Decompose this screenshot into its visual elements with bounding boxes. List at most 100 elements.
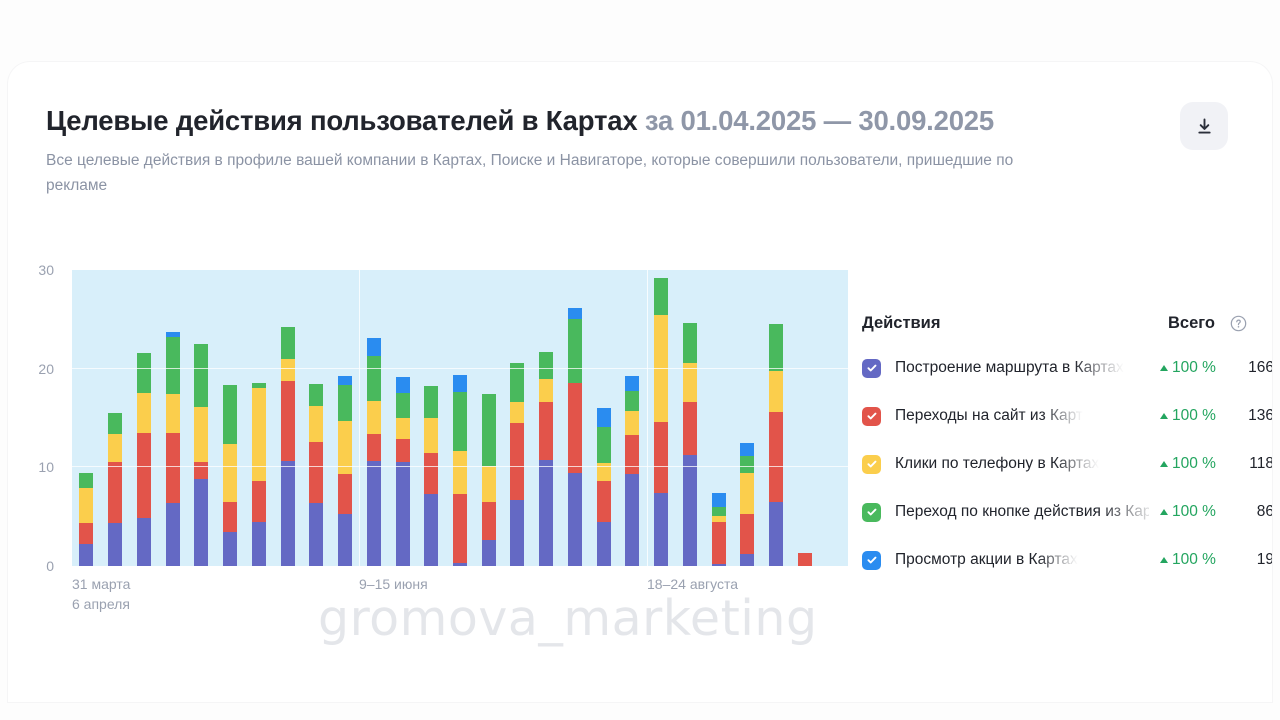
chart-bar[interactable] — [395, 376, 410, 566]
bar-segment — [223, 501, 238, 533]
legend-row[interactable]: Клики по телефону в Картах 100 % 118 — [862, 440, 1272, 488]
chart-bar[interactable] — [165, 332, 180, 566]
bar-segment — [280, 461, 295, 566]
bar-segment — [223, 443, 238, 502]
legend-delta-value: 100 % — [1172, 551, 1216, 568]
chart-bar[interactable] — [108, 413, 123, 566]
chart-bar[interactable] — [740, 442, 755, 566]
legend-label: Переходы на сайт из Карт — [895, 407, 1084, 424]
x-axis-tick-line: 31 марта — [72, 576, 131, 592]
bar-segment — [711, 515, 726, 522]
chart-bar[interactable] — [654, 277, 669, 566]
bar-segment — [309, 384, 324, 407]
chart-bar[interactable] — [338, 375, 353, 566]
legend-total-value: 86 — [1256, 503, 1272, 520]
triangle-up-icon — [1160, 365, 1168, 371]
bar-segment — [194, 479, 209, 566]
legend-label: Просмотр акции в Картах — [895, 551, 1078, 568]
chart-bar[interactable] — [309, 384, 324, 566]
triangle-up-icon — [1160, 509, 1168, 515]
legend-row[interactable]: Переход по кнопке действия из Карт 100 % 8… — [862, 488, 1272, 536]
question-circle-icon[interactable] — [1230, 315, 1247, 332]
bar-segment — [338, 375, 353, 385]
bar-segment — [366, 355, 381, 402]
chart-bar[interactable] — [223, 385, 238, 566]
bar-segment — [711, 493, 726, 507]
y-axis-tick: 10 — [38, 459, 54, 476]
bar-segment — [453, 374, 467, 393]
bar-segment — [596, 408, 611, 427]
legend-checkbox[interactable] — [862, 550, 881, 570]
bar-segment — [510, 402, 525, 423]
legend-label-wrap: Клики по телефону в Картах — [895, 440, 1149, 488]
legend-row[interactable]: Переходы на сайт из Карт 100 % 136 — [862, 392, 1272, 440]
bar-segment — [165, 502, 180, 566]
legend-delta-value: 100 % — [1172, 503, 1216, 520]
chart-bar[interactable] — [769, 324, 784, 566]
bar-segment — [510, 362, 525, 403]
page-subtitle: Все целевые действия в профиле вашей ком… — [46, 152, 1014, 195]
legend-total-value: 136 — [1248, 407, 1272, 424]
legend-checkbox[interactable] — [862, 502, 881, 522]
legend-delta-value: 100 % — [1172, 359, 1216, 376]
legend-delta: 100 % — [1160, 536, 1216, 584]
chart-bar[interactable] — [481, 394, 496, 566]
chart-plot-area[interactable] — [72, 269, 848, 566]
chart-bar[interactable] — [194, 344, 209, 566]
bar-segment — [136, 517, 151, 566]
bar-segment — [711, 521, 726, 565]
chart-bar[interactable] — [625, 375, 640, 566]
x-axis-labels: 31 марта 6 апреля 9–15 июня 18–24 августа — [72, 574, 848, 634]
bar-segment — [424, 493, 439, 566]
chart-bar[interactable] — [510, 362, 525, 566]
gridline — [72, 269, 848, 270]
card-header: Целевые действия пользователей в Картах … — [46, 104, 1106, 198]
chart-bar[interactable] — [539, 351, 554, 566]
bar-segment — [395, 438, 410, 463]
download-button[interactable] — [1180, 102, 1228, 150]
chart-bar[interactable] — [136, 352, 151, 566]
legend-header: Действия Всего — [862, 314, 1252, 344]
chart-bar[interactable] — [682, 323, 697, 566]
bar-segment — [194, 462, 209, 480]
legend-label: Клики по телефону в Картах — [895, 455, 1100, 472]
legend-checkbox[interactable] — [862, 358, 881, 378]
chart-bar[interactable] — [424, 386, 439, 566]
chart-bar[interactable] — [79, 473, 94, 566]
bar-segment — [625, 391, 640, 412]
bar-segment — [136, 432, 151, 518]
bar-segment — [539, 378, 554, 403]
bar-segment — [797, 553, 812, 566]
bar-segment — [567, 307, 582, 320]
bar-segment — [596, 426, 611, 464]
legend-delta: 100 % — [1160, 440, 1216, 488]
report-card: Целевые действия пользователей в Картах … — [8, 62, 1272, 702]
bar-segment — [481, 540, 496, 566]
bar-segment — [395, 376, 410, 394]
bar-segment — [136, 352, 151, 394]
chart-bar[interactable] — [280, 327, 295, 566]
chart-bar[interactable] — [453, 374, 467, 566]
bar-segment — [711, 564, 726, 566]
chart-bar[interactable] — [596, 408, 611, 566]
legend-checkbox[interactable] — [862, 454, 881, 474]
chart-bar[interactable] — [797, 553, 812, 566]
bar-segment — [596, 521, 611, 566]
bar-segment — [79, 473, 94, 489]
legend-row[interactable]: Просмотр акции в Картах 100 % 19 — [862, 536, 1272, 584]
legend-panel: Действия Всего Построение маршрута в Кар… — [862, 314, 1272, 584]
y-axis-tick: 20 — [38, 360, 54, 377]
bar-segment — [654, 493, 669, 566]
chart-bar[interactable] — [711, 493, 726, 566]
triangle-up-icon — [1160, 413, 1168, 419]
chart-bar[interactable] — [251, 382, 266, 566]
chart-bar[interactable] — [567, 307, 582, 566]
chart-bar[interactable] — [366, 338, 381, 566]
bar-segment — [424, 452, 439, 494]
bar-segment — [223, 385, 238, 444]
legend-row[interactable]: Построение маршрута в Картах 100 % 166 — [862, 344, 1272, 392]
x-axis-tick-line: 18–24 августа — [647, 576, 739, 592]
bar-segment — [769, 324, 784, 371]
y-axis-tick: 0 — [46, 558, 54, 574]
legend-checkbox[interactable] — [862, 406, 881, 426]
